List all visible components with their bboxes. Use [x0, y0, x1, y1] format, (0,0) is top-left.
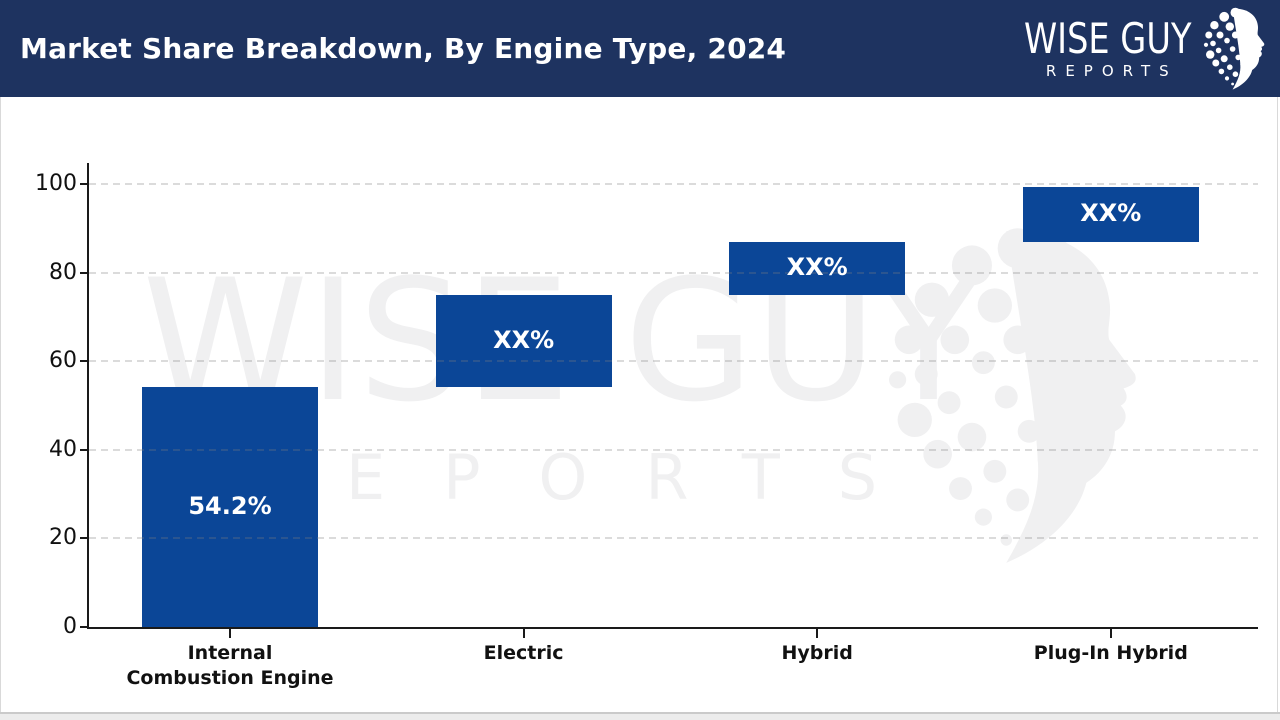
- gridline: [89, 271, 1258, 274]
- gridline: [89, 360, 1258, 363]
- bar: [729, 241, 906, 295]
- y-axis-tick: [80, 183, 89, 185]
- wise-guy-reports-logo: WISE GUY REPORTS: [1003, 0, 1270, 97]
- x-axis-tick: [1109, 629, 1112, 638]
- bar: [142, 386, 318, 627]
- y-axis-tick: [80, 626, 89, 628]
- y-axis-tick: [80, 360, 89, 363]
- x-tick-label: Internal Combustion Engine: [126, 642, 334, 689]
- y-axis-line: [87, 163, 89, 629]
- bottom-border: [0, 712, 1280, 720]
- bar-value-label: XX%: [786, 253, 848, 282]
- y-tick-label: 20: [49, 525, 77, 551]
- logo-text: WISE GUY REPORTS: [1003, 13, 1212, 80]
- bar-value-label: XX%: [493, 325, 555, 354]
- x-axis-tick: [522, 629, 525, 638]
- x-tick-label: Hybrid: [781, 642, 853, 664]
- bar-value-label: XX%: [1080, 199, 1142, 228]
- y-tick-label: 0: [63, 614, 77, 639]
- dotted-head-icon: [1203, 7, 1265, 90]
- x-axis-tick: [229, 629, 231, 638]
- gridline: [89, 183, 1258, 185]
- y-axis-tick: [80, 448, 89, 451]
- y-axis-tick: [80, 271, 89, 274]
- y-tick-label: 60: [49, 348, 77, 374]
- x-axis-tick: [816, 629, 819, 638]
- x-tick-label: Plug-In Hybrid: [1033, 642, 1188, 664]
- logo-subtext: REPORTS: [1045, 61, 1178, 80]
- gridline: [89, 537, 1258, 540]
- y-tick-label: 40: [49, 436, 77, 462]
- x-tick-label: Electric: [483, 642, 564, 664]
- y-tick-label: 80: [49, 259, 77, 285]
- x-axis-line: [87, 627, 1258, 629]
- waterfall-chart: 0 20 40 60 80 100 54.2% Internal Combustion Eng…: [0, 97, 1280, 714]
- y-tick-label: 100: [35, 171, 77, 196]
- bar: [435, 294, 612, 387]
- logo-wordmark: WISE GUY: [1023, 13, 1192, 63]
- gridline: [89, 448, 1258, 451]
- page-title: Market Share Breakdown, By Engine Type, …: [20, 32, 787, 65]
- y-axis-tick: [80, 537, 89, 540]
- header-bar: Market Share Breakdown, By Engine Type, …: [0, 0, 1280, 97]
- bar-value-label: 54.2%: [188, 491, 272, 520]
